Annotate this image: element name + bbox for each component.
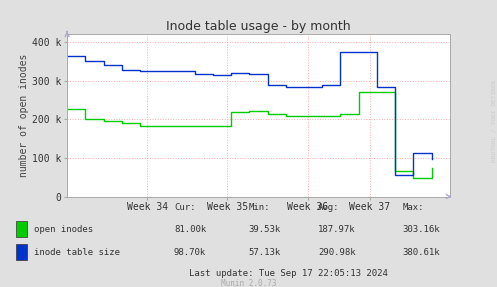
- Text: 98.70k: 98.70k: [174, 248, 206, 257]
- Title: Inode table usage - by month: Inode table usage - by month: [166, 20, 351, 33]
- Text: Avg:: Avg:: [318, 203, 339, 212]
- Text: Munin 2.0.73: Munin 2.0.73: [221, 280, 276, 287]
- Y-axis label: number of open inodes: number of open inodes: [19, 54, 29, 177]
- Text: 380.61k: 380.61k: [403, 248, 440, 257]
- Text: open inodes: open inodes: [34, 225, 93, 234]
- Text: 187.97k: 187.97k: [318, 225, 356, 234]
- Text: Min:: Min:: [248, 203, 270, 212]
- Text: inode table size: inode table size: [34, 248, 120, 257]
- Text: Cur:: Cur:: [174, 203, 195, 212]
- Text: Last update: Tue Sep 17 22:05:13 2024: Last update: Tue Sep 17 22:05:13 2024: [189, 269, 388, 278]
- Text: 57.13k: 57.13k: [248, 248, 281, 257]
- Text: RRDTOOL / TOBI OETIKER: RRDTOOL / TOBI OETIKER: [491, 79, 496, 162]
- Text: 81.00k: 81.00k: [174, 225, 206, 234]
- Text: Max:: Max:: [403, 203, 424, 212]
- Text: 290.98k: 290.98k: [318, 248, 356, 257]
- Text: 39.53k: 39.53k: [248, 225, 281, 234]
- Text: 303.16k: 303.16k: [403, 225, 440, 234]
